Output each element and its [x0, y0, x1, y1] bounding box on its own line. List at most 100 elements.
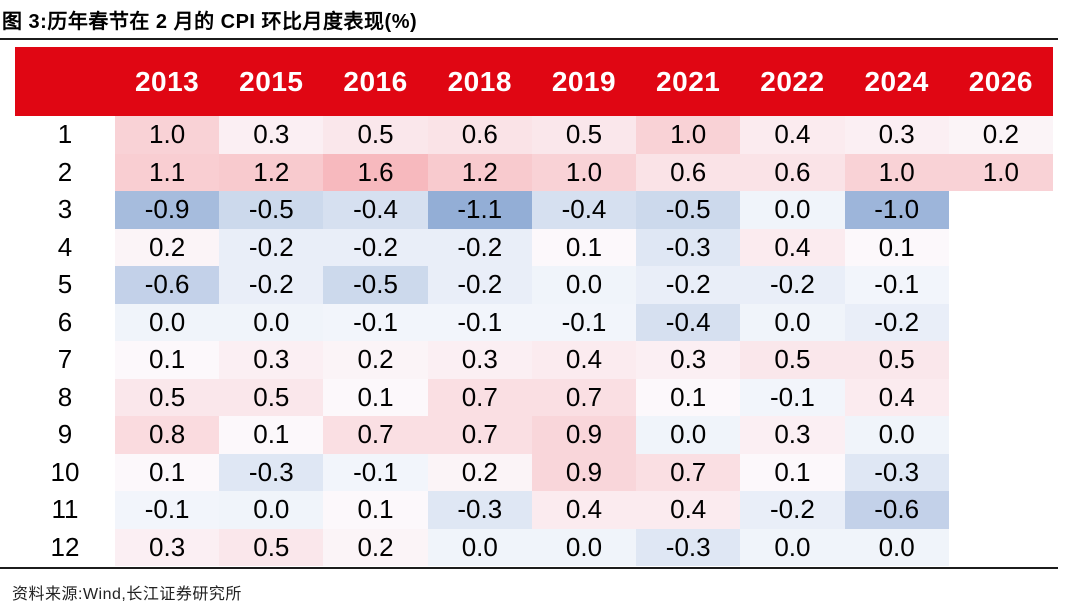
heatmap-cell: 0.7 — [636, 453, 741, 491]
heatmap-cell — [948, 453, 1053, 491]
row-label: 10 — [15, 453, 115, 491]
heatmap-cell: 0.4 — [636, 491, 741, 529]
heatmap-cell: -0.2 — [219, 266, 324, 304]
table-row-month-12: 12 0.3 0.5 0.2 0.0 0.0 -0.3 0.0 0.0 — [15, 528, 1053, 566]
row-label: 2 — [15, 153, 115, 191]
heatmap-cell: 0.3 — [844, 116, 949, 154]
heatmap-cell: 0.2 — [323, 341, 428, 379]
heatmap-cell: 1.1 — [115, 153, 220, 191]
figure-title-bar: 图 3:历年春节在 2 月的 CPI 环比月度表现(%) — [0, 0, 1058, 40]
heatmap-cell: -0.4 — [531, 191, 637, 229]
heatmap-cell: 1.0 — [636, 116, 741, 154]
heatmap-cell: 0.2 — [115, 228, 220, 266]
heatmap-cell: 0.5 — [115, 378, 220, 416]
heatmap-cell — [948, 266, 1053, 304]
heatmap-cell: -0.2 — [219, 228, 324, 266]
heatmap-cell: 0.2 — [323, 528, 428, 566]
heatmap-cell: 0.0 — [740, 528, 845, 566]
heatmap-cell: 0.0 — [636, 416, 741, 454]
heatmap-cell: 0.1 — [323, 378, 428, 416]
heatmap-cell: -0.3 — [636, 228, 741, 266]
heatmap-cell — [948, 491, 1053, 529]
heatmap-cell: 0.3 — [115, 528, 220, 566]
heatmap-cell: 0.8 — [115, 416, 220, 454]
heatmap-cell: -0.3 — [636, 528, 741, 566]
heatmap-cell: 0.7 — [427, 378, 532, 416]
heatmap-cell: 0.9 — [531, 416, 637, 454]
heatmap-cell: -0.1 — [740, 378, 845, 416]
heatmap-cell: 0.3 — [427, 341, 532, 379]
heatmap-cell: 0.0 — [531, 528, 637, 566]
figure-title: 图 3:历年春节在 2 月的 CPI 环比月度表现(%) — [2, 10, 418, 33]
table-row-month-6: 6 0.0 0.0 -0.1 -0.1 -0.1 -0.4 0.0 -0.2 — [15, 303, 1053, 341]
heatmap-cell: 0.2 — [948, 116, 1053, 154]
table-row-month-7: 7 0.1 0.3 0.2 0.3 0.4 0.3 0.5 0.5 — [15, 341, 1053, 379]
heatmap-cell: -0.1 — [427, 303, 532, 341]
heatmap-cell — [948, 303, 1053, 341]
table-row-month-10: 10 0.1 -0.3 -0.1 0.2 0.9 0.7 0.1 -0.3 — [15, 453, 1053, 491]
row-label: 4 — [15, 228, 115, 266]
heatmap-cell — [948, 228, 1053, 266]
row-label: 1 — [15, 116, 115, 154]
heatmap-cell: 0.5 — [219, 378, 324, 416]
heatmap-cell: 0.7 — [531, 378, 637, 416]
heatmap-cell: -0.2 — [427, 266, 532, 304]
heatmap-cell: 1.0 — [115, 116, 220, 154]
heatmap-cell: -0.6 — [844, 491, 949, 529]
heatmap-cell: 0.3 — [219, 116, 324, 154]
heatmap-cell: 0.7 — [427, 416, 532, 454]
column-header-2022: 2022 — [740, 47, 845, 116]
heatmap-cell: 0.5 — [531, 116, 637, 154]
heatmap-cell: 0.0 — [740, 191, 845, 229]
table-row-month-9: 9 0.8 0.1 0.7 0.7 0.9 0.0 0.3 0.0 — [15, 416, 1053, 454]
row-label: 5 — [15, 266, 115, 304]
header-corner-cell — [15, 47, 115, 116]
heatmap-cell: 0.1 — [844, 228, 949, 266]
table-row-month-1: 1 1.0 0.3 0.5 0.6 0.5 1.0 0.4 0.3 0.2 — [15, 116, 1053, 154]
heatmap-cell: 0.9 — [531, 453, 637, 491]
table-row-month-2: 2 1.1 1.2 1.6 1.2 1.0 0.6 0.6 1.0 1.0 — [15, 153, 1053, 191]
heatmap-cell: 0.0 — [219, 303, 324, 341]
heatmap-cell: 0.6 — [427, 116, 532, 154]
heatmap-cell: 0.0 — [844, 416, 949, 454]
heatmap-cell: -0.9 — [115, 191, 220, 229]
heatmap-cell: 1.0 — [531, 153, 637, 191]
heatmap-cell: 0.0 — [531, 266, 637, 304]
heatmap-cell: 0.2 — [427, 453, 532, 491]
heatmap-cell: 0.0 — [740, 303, 845, 341]
heatmap-cell: 0.5 — [219, 528, 324, 566]
heatmap-cell: -1.1 — [427, 191, 532, 229]
heatmap-cell: -0.2 — [740, 491, 845, 529]
heatmap-cell: -0.3 — [844, 453, 949, 491]
table-row-month-5: 5 -0.6 -0.2 -0.5 -0.2 0.0 -0.2 -0.2 -0.1 — [15, 266, 1053, 304]
row-label: 11 — [15, 491, 115, 529]
heatmap-body: 1 1.0 0.3 0.5 0.6 0.5 1.0 0.4 0.3 0.2 2 1.1 1.2 1.6 1.… — [15, 116, 1053, 566]
heatmap-cell: -0.2 — [844, 303, 949, 341]
heatmap-cell — [948, 341, 1053, 379]
heatmap-cell: 0.4 — [531, 341, 637, 379]
heatmap-cell: 0.1 — [323, 491, 428, 529]
column-header-2015: 2015 — [219, 47, 324, 116]
heatmap-cell: -0.1 — [323, 303, 428, 341]
column-header-2013: 2013 — [115, 47, 220, 116]
heatmap-cell: 0.3 — [740, 416, 845, 454]
heatmap-cell: -0.2 — [427, 228, 532, 266]
cpi-heatmap-table: 2013 2015 2016 2018 2019 2021 2022 2024 2026 1 1.… — [15, 47, 1053, 566]
heatmap-cell: 0.0 — [219, 491, 324, 529]
heatmap-cell: -0.5 — [636, 191, 741, 229]
table-row-month-3: 3 -0.9 -0.5 -0.4 -1.1 -0.4 -0.5 0.0 -1.0 — [15, 191, 1053, 229]
column-header-2016: 2016 — [323, 47, 428, 116]
heatmap-cell: 0.4 — [740, 116, 845, 154]
heatmap-cell: 1.0 — [844, 153, 949, 191]
heatmap-cell: 0.7 — [323, 416, 428, 454]
heatmap-cell: 0.3 — [219, 341, 324, 379]
heatmap-cell — [948, 378, 1053, 416]
heatmap-cell: -0.5 — [219, 191, 324, 229]
heatmap-cell: 0.5 — [844, 341, 949, 379]
column-header-2021: 2021 — [636, 47, 741, 116]
row-label: 8 — [15, 378, 115, 416]
heatmap-cell: 0.6 — [740, 153, 845, 191]
heatmap-cell: -0.1 — [844, 266, 949, 304]
heatmap-cell — [948, 191, 1053, 229]
heatmap-cell: 0.4 — [740, 228, 845, 266]
